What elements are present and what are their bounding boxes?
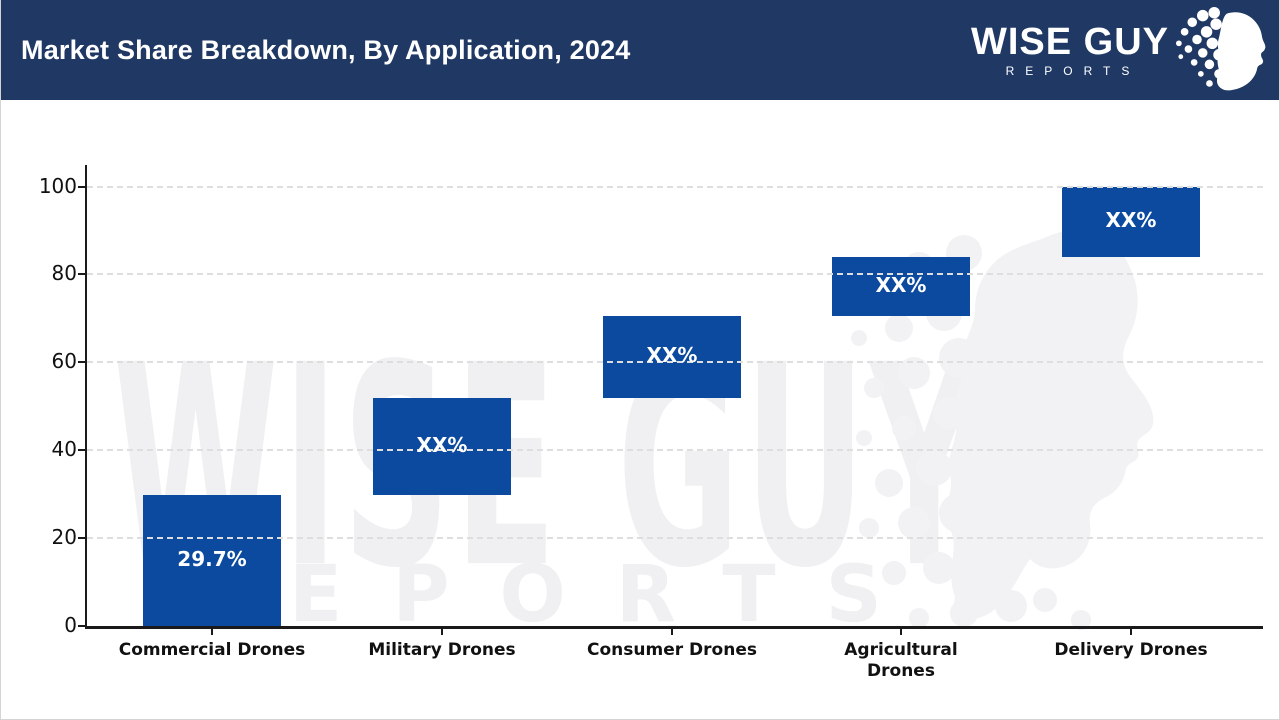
x-category-label: Military Drones (368, 640, 516, 660)
y-tick-label-20: 20 (51, 525, 77, 550)
page-title: Market Share Breakdown, By Application, … (21, 34, 631, 65)
header-bar: Market Share Breakdown, By Application, … (1, 0, 1279, 100)
y-tick-label-100: 100 (38, 173, 77, 198)
bar-delivery-drones (1062, 186, 1200, 258)
bar-military-drones (373, 398, 511, 496)
x-category-label: Agricultural Drones (844, 640, 958, 681)
gridline-y20 (87, 537, 1263, 540)
bar-consumer-drones (603, 316, 741, 399)
wiseguy-logo: WISE GUY REPORTS (971, 7, 1267, 93)
logo-wordmark: WISE GUY (970, 21, 1169, 63)
x-tick-3 (900, 628, 902, 635)
x-category-label: Commercial Drones (118, 640, 306, 660)
y-tick-label-40: 40 (51, 437, 77, 462)
x-tick-0 (211, 628, 213, 635)
wiseguy-logo-face-icon (1176, 7, 1266, 91)
logo-subtitle: REPORTS (1005, 64, 1141, 78)
gridline-y60 (87, 361, 1263, 364)
bar-value-label: XX% (646, 343, 698, 368)
gridline-y100 (87, 185, 1263, 188)
bar-agricultural-drones (832, 257, 970, 317)
y-tick-label-80: 80 (51, 261, 77, 286)
x-tick-4 (1130, 628, 1132, 635)
x-tick-1 (441, 628, 443, 635)
wiseguy-logo-text: WISE GUY REPORTS (971, 22, 1169, 78)
bar-value-label: XX% (1105, 207, 1157, 232)
bar-value-label: XX% (416, 432, 468, 457)
x-axis-line (85, 626, 1263, 629)
gridline-y80 (87, 273, 1263, 276)
x-category-label: Delivery Drones (1054, 640, 1208, 660)
watermark-head-dots-icon (851, 230, 1154, 630)
gridline-y40 (87, 449, 1263, 452)
watermark-text-line2: REPORTS (179, 550, 932, 640)
y-tick-60 (78, 361, 86, 364)
y-tick-label-60: 60 (51, 349, 77, 374)
y-axis-line (85, 165, 87, 629)
bar-commercial-drones (143, 495, 281, 626)
y-tick-0 (78, 625, 86, 627)
x-category-label: Consumer Drones (587, 640, 757, 660)
bar-value-label: XX% (875, 272, 927, 297)
y-tick-100 (78, 185, 86, 188)
y-tick-label-0: 0 (64, 613, 77, 637)
y-tick-80 (78, 273, 86, 276)
bar-value-label: 29.7% (177, 546, 247, 571)
x-tick-2 (671, 628, 673, 635)
y-tick-20 (78, 537, 86, 540)
y-tick-40 (78, 449, 86, 452)
